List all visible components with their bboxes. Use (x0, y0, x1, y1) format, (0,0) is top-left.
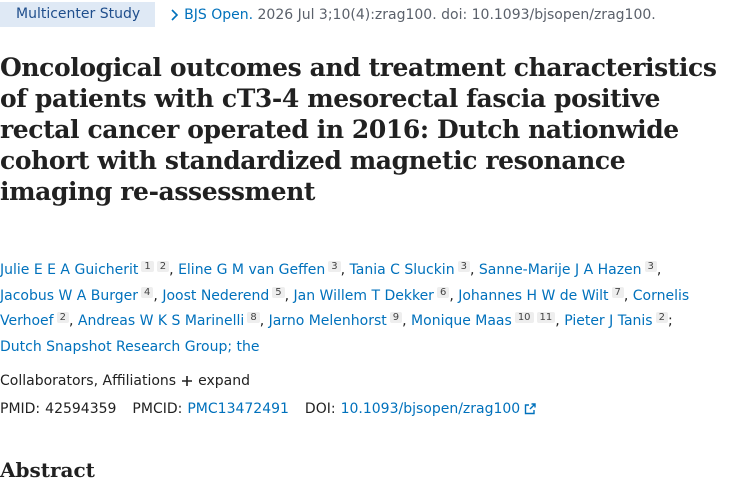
collaborators-label: Collaborators, Affiliations (0, 373, 177, 389)
author: Cornelis Verhoef 2, (0, 288, 689, 330)
author-separator: , (656, 262, 662, 278)
external-link-icon[interactable] (523, 402, 537, 416)
pmid-label: PMID: (0, 401, 41, 417)
author: Julie E E A Guicherit 1 2, (0, 261, 174, 278)
author: Joost Nederend 5, (162, 286, 290, 304)
author-name[interactable]: Cornelis Verhoef (0, 287, 690, 330)
author-separator: , (469, 262, 475, 278)
affiliation-number[interactable]: 6 (436, 286, 450, 298)
author-name[interactable]: Dutch Snapshot Research Group; the (0, 338, 260, 355)
author-list: Julie E E A Guicherit 1 2, Eline G M van G… (0, 258, 715, 360)
affiliation-number[interactable]: 2 (156, 261, 170, 272)
expand-button[interactable]: expand (198, 373, 250, 389)
affiliation-number[interactable]: 11 (536, 312, 556, 323)
identifiers: PMID: 42594359 PMCID: PMC13472491 DOI: 1… (0, 401, 537, 417)
pmcid-link[interactable]: PMC13472491 (187, 401, 289, 417)
affiliation-number[interactable]: 3 (457, 261, 470, 272)
author-separator: , (340, 262, 346, 278)
author-separator: , (169, 262, 174, 278)
author: Monique Maas 10 11, (411, 312, 560, 329)
author-separator: , (623, 287, 629, 304)
author-name[interactable]: Johannes H W de Wilt (458, 287, 609, 304)
author-separator: , (68, 313, 74, 329)
doi-link[interactable]: 10.1093/bjsopen/zrag100 (340, 401, 521, 417)
affiliation-number[interactable]: 1 (141, 261, 154, 272)
author-name[interactable]: Andreas W K S Marinelli (77, 313, 245, 329)
plus-icon[interactable] (176, 374, 198, 388)
pmid: 42594359 (45, 401, 117, 417)
author: Johannes H W de Wilt 7, (458, 286, 629, 304)
author-separator: , (555, 313, 560, 329)
affiliation-number[interactable]: 8 (247, 312, 260, 323)
author-name[interactable]: Joost Nederend (162, 287, 270, 304)
affiliation-number[interactable]: 3 (328, 261, 341, 272)
author-separator: , (449, 287, 454, 304)
chevron-icon (171, 8, 179, 21)
author-name[interactable]: Julie E E A Guicherit (0, 262, 139, 278)
affiliation-number[interactable]: 10 (514, 312, 534, 323)
article-title: Oncological outcomes and treatment chara… (0, 53, 717, 206)
author-name[interactable]: Jarno Melenhorst (268, 313, 387, 329)
author-name[interactable]: Sanne-Marije J A Hazen (478, 262, 642, 278)
affiliation-number[interactable]: 2 (56, 312, 69, 323)
affiliation-number[interactable]: 2 (655, 312, 668, 323)
author-separator: ; (667, 313, 673, 329)
author-separator: , (284, 287, 290, 304)
abstract-heading: Abstract (0, 458, 95, 482)
author-name[interactable]: Eline G M van Geffen (178, 262, 326, 278)
publication-type: Multicenter Study (0, 2, 156, 27)
affiliation-number[interactable]: 9 (389, 312, 403, 323)
author: Andreas W K S Marinelli 8, (77, 312, 265, 329)
author-name[interactable]: Monique Maas (411, 313, 512, 329)
author-name[interactable]: Pieter J Tanis (564, 313, 653, 329)
author-name[interactable]: Jan Willem T Dekker (293, 287, 434, 304)
author: Tania C Sluckin 3, (349, 261, 475, 278)
author: Pieter J Tanis 2; (564, 312, 673, 329)
pmcid-label: PMCID: (132, 401, 183, 417)
collaborators: Collaborators, Affiliations expand (0, 373, 250, 389)
author-separator: , (153, 287, 158, 304)
affiliation-number[interactable]: 4 (141, 286, 154, 298)
affiliation-number[interactable]: 5 (272, 286, 285, 298)
author-separator: , (259, 313, 265, 329)
citation-details: 2026 Jul 3;10(4):zrag100. doi: 10.1093/b… (257, 6, 656, 23)
author: Eline G M van Geffen 3, (178, 261, 346, 278)
author-name[interactable]: Tania C Sluckin (349, 262, 455, 278)
author: Jacobus W A Burger 4, (0, 286, 158, 304)
affiliation-number[interactable]: 3 (644, 261, 657, 272)
header: Multicenter Study BJS Open. 2026 Jul 3;1… (0, 2, 656, 27)
journal-link[interactable]: BJS Open. (184, 6, 254, 23)
author: Sanne-Marije J A Hazen 3, (478, 261, 662, 278)
doi-label: DOI: (304, 401, 336, 417)
affiliation-number[interactable]: 7 (611, 286, 624, 298)
author: Jarno Melenhorst 9, (268, 312, 407, 329)
author: Jan Willem T Dekker 6, (293, 286, 454, 304)
author: Dutch Snapshot Research Group; the (0, 339, 260, 355)
author-name[interactable]: Jacobus W A Burger (0, 287, 139, 304)
author-separator: , (402, 313, 407, 329)
